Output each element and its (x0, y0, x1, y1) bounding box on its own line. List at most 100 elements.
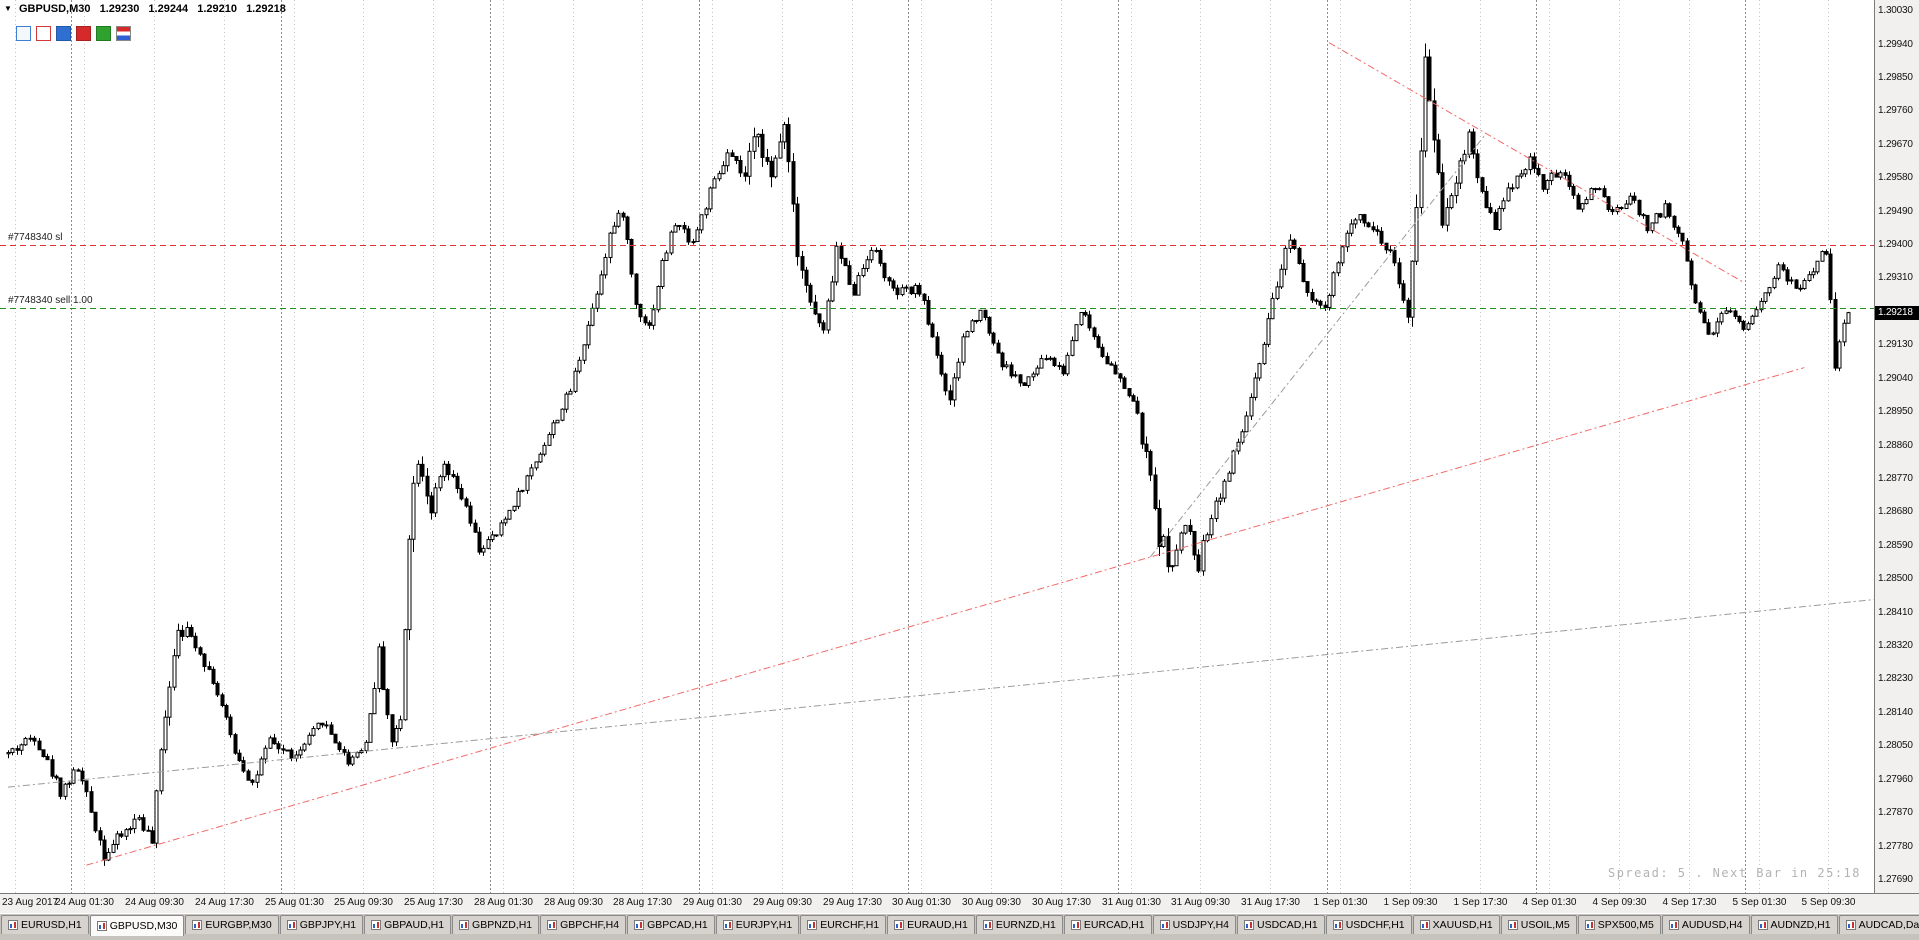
time-axis-label: 4 Sep 01:30 (1522, 897, 1577, 908)
price-axis-label: 1.28230 (1878, 673, 1913, 685)
price-axis-label: 1.29400 (1878, 239, 1913, 251)
price-axis-label: 1.27960 (1878, 773, 1913, 785)
chart-tab-usoil-m5[interactable]: USOIL,M5 (1500, 915, 1577, 934)
chart-tab-gbpcad-h1[interactable]: GBPCAD,H1 (627, 915, 715, 934)
chart-tab-label: EURAUD,H1 (907, 919, 968, 931)
time-axis: 23 Aug 2017 24 Aug 01:30 24 Aug 09:30 24 Au… (0, 893, 1919, 913)
ohlc-high: 1.29244 (148, 3, 189, 15)
chart-tab-label: USDCHF,H1 (1345, 919, 1405, 931)
price-axis-label: 1.29760 (1878, 105, 1913, 117)
chart-ohlc-header: ▼ GBPUSD,M30 1.29230 1.29244 1.29210 1.2… (4, 3, 286, 15)
chart-mini-icon (371, 920, 382, 930)
chart-mini-icon (1419, 920, 1430, 930)
chart-tab-label: GBPNZD,H1 (472, 919, 533, 931)
chart-tab-xauusd-h1[interactable]: XAUUSD,H1 (1412, 915, 1500, 934)
price-axis-label: 1.28140 (1878, 706, 1913, 718)
price-axis-label: 1.29670 (1878, 138, 1913, 150)
price-axis-label: 1.27780 (1878, 840, 1913, 852)
swatch-green[interactable] (96, 26, 111, 41)
chart-tab-gbpusd-m30[interactable]: GBPUSD,M30 (89, 915, 185, 936)
chart-mini-icon (1507, 920, 1518, 930)
swatch-red[interactable] (76, 26, 91, 41)
time-axis-label: 4 Sep 09:30 (1592, 897, 1647, 908)
chart-tab-audnzd-h1[interactable]: AUDNZD,H1 (1750, 915, 1838, 934)
chart-tab-label: EURGBP,M30 (205, 919, 272, 931)
chart-mini-icon (547, 920, 558, 930)
price-axis-label: 1.28320 (1878, 640, 1913, 652)
time-axis-label: 24 Aug 09:30 (125, 897, 184, 908)
time-axis-label: 29 Aug 09:30 (753, 897, 812, 908)
chart-tab-audusd-h4[interactable]: AUDUSD,H4 (1661, 915, 1750, 934)
time-axis-label: 5 Sep 01:30 (1732, 897, 1787, 908)
chart-tab-eurcad-h1[interactable]: EURCAD,H1 (1063, 915, 1152, 934)
price-axis-label: 1.27690 (1878, 874, 1913, 885)
candlestick-chart[interactable] (0, 0, 1874, 893)
time-axis-label: 1 Sep 09:30 (1383, 897, 1438, 908)
chart-mini-icon (1845, 920, 1856, 930)
price-axis-label: 1.29940 (1878, 38, 1913, 50)
price-axis-label: 1.28860 (1878, 439, 1913, 451)
time-axis-label: 31 Aug 17:30 (1241, 897, 1300, 908)
time-axis-label: 30 Aug 09:30 (962, 897, 1021, 908)
price-axis-label: 1.29040 (1878, 372, 1913, 384)
time-axis-label: 31 Aug 01:30 (1102, 897, 1161, 908)
price-axis-label: 1.28770 (1878, 472, 1913, 484)
chart-symbol-timeframe: GBPUSD,M30 (18, 3, 91, 15)
swatch-blue-outline[interactable] (16, 26, 31, 41)
ohlc-low: 1.29210 (197, 3, 237, 15)
chart-tab-gbpchf-h4[interactable]: GBPCHF,H4 (540, 915, 627, 934)
chart-tab-label: USDJPY,H4 (1172, 919, 1230, 931)
price-axis-label: 1.27870 (1878, 807, 1913, 819)
price-axis-label: 1.29490 (1878, 205, 1913, 217)
chart-tab-spx500-m5[interactable]: SPX500,M5 (1577, 915, 1661, 934)
chart-mini-icon (1668, 920, 1679, 930)
chart-tab-usdchf-h1[interactable]: USDCHF,H1 (1325, 915, 1412, 934)
time-axis-label: 25 Aug 09:30 (334, 897, 393, 908)
chart-tab-audcad-daily[interactable]: AUDCAD,Daily (1838, 915, 1919, 934)
chart-tab-label: GBPCAD,H1 (647, 919, 708, 931)
price-axis-label: 1.28680 (1878, 506, 1913, 518)
chart-mini-icon (8, 920, 18, 930)
spread-next-bar-status: Spread: 5 . Next Bar in 25:18 (1607, 866, 1861, 880)
time-axis-label: 23 Aug 2017 (2, 897, 59, 908)
price-axis-label: 1.28410 (1878, 606, 1913, 618)
chart-tab-label: EURNZD,H1 (995, 919, 1056, 931)
chart-tab-usdcad-h1[interactable]: USDCAD,H1 (1237, 915, 1325, 934)
chart-tab-gbpnzd-h1[interactable]: GBPNZD,H1 (452, 915, 540, 934)
price-axis-label: 1.28050 (1878, 740, 1913, 752)
chart-mini-icon (1584, 920, 1595, 930)
swatch-blue[interactable] (56, 26, 71, 41)
chart-tab-label: AUDCAD,Daily (1858, 919, 1919, 931)
chart-tab-gbpaud-h1[interactable]: GBPAUD,H1 (364, 915, 452, 934)
chart-tab-eurnzd-h1[interactable]: EURNZD,H1 (975, 915, 1063, 934)
chart-tab-label: GBPUSD,M30 (109, 920, 178, 932)
chart-tab-eurjpy-h1[interactable]: EURJPY,H1 (715, 915, 800, 934)
chart-tab-eurusd-h1[interactable]: EURUSD,H1 (1, 915, 89, 934)
chart-mini-icon (1244, 920, 1255, 930)
chart-tab-label: XAUUSD,H1 (1432, 919, 1493, 931)
symbol-marker-icon: ▼ (4, 4, 12, 13)
price-axis-label: 1.29130 (1878, 339, 1913, 351)
time-axis-label: 24 Aug 17:30 (195, 897, 254, 908)
chart-mini-icon (96, 921, 107, 931)
swatch-red-outline[interactable] (36, 26, 51, 41)
order-line-label: #7748340 sl (8, 231, 63, 243)
swatch-striped[interactable] (116, 26, 131, 41)
chart-tab-gbpjpy-h1[interactable]: GBPJPY,H1 (279, 915, 364, 934)
chart-tab-usdjpy-h4[interactable]: USDJPY,H4 (1152, 915, 1237, 934)
price-axis-label: 1.28500 (1878, 573, 1913, 585)
chart-tab-euraud-h1[interactable]: EURAUD,H1 (887, 915, 975, 934)
chart-tab-eurchf-h1[interactable]: EURCHF,H1 (800, 915, 887, 934)
time-axis-label: 28 Aug 17:30 (613, 897, 672, 908)
ascending-gray-channel-line (7, 599, 1874, 788)
chart-tab-label: EURJPY,H1 (735, 919, 793, 931)
time-axis-label: 29 Aug 01:30 (683, 897, 742, 908)
price-axis-label: 1.28590 (1878, 539, 1913, 551)
chart-tab-label: USDCAD,H1 (1257, 919, 1318, 931)
chart-mini-icon (1070, 920, 1081, 930)
chart-tab-label: SPX500,M5 (1597, 919, 1654, 931)
chart-tab-eurgbp-m30[interactable]: EURGBP,M30 (185, 915, 279, 934)
ohlc-open: 1.29230 (99, 3, 140, 15)
time-axis-label: 30 Aug 01:30 (892, 897, 951, 908)
